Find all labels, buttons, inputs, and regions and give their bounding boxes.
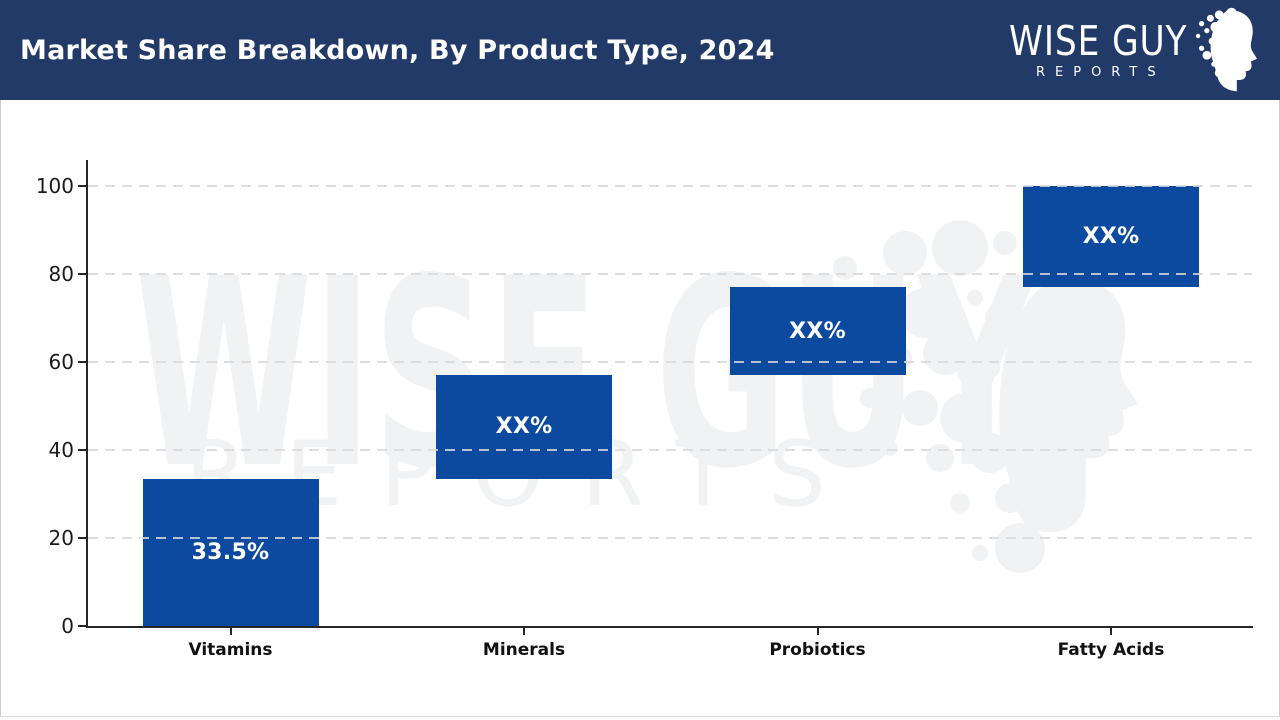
bar-value-label: 33.5% <box>191 539 270 565</box>
gridline-y100 <box>88 185 1252 187</box>
category-label: Probiotics <box>769 640 866 660</box>
category-label: Fatty Acids <box>1057 640 1165 660</box>
bar-fatty-acids: XX% <box>1023 186 1199 288</box>
logo-subtext: REPORTS <box>1035 65 1166 80</box>
y-tick-label: 60 <box>48 350 74 374</box>
y-tick-label: 100 <box>35 174 74 198</box>
logo-face-icon <box>1195 7 1258 92</box>
bar-value-label: XX% <box>495 414 553 440</box>
x-tick-mark <box>1110 627 1112 635</box>
wise-guy-logo: WISE GUY REPORTS <box>992 6 1266 94</box>
gridline-y40 <box>88 449 1252 451</box>
bar-value-label: XX% <box>1082 224 1140 250</box>
gridline-y60 <box>88 361 1252 363</box>
bar-minerals: XX% <box>436 375 612 479</box>
logo-wordmark: WISE GUY <box>1008 17 1188 65</box>
header: Market Share Breakdown, By Product Type,… <box>0 0 1280 100</box>
x-tick-mark <box>816 627 819 635</box>
y-tick-mark <box>78 273 87 275</box>
left-edge-rule <box>0 100 1 716</box>
y-tick-label: 80 <box>48 262 74 286</box>
y-tick-label: 0 <box>61 614 74 638</box>
x-tick-mark <box>229 627 232 635</box>
y-tick-mark <box>78 185 87 187</box>
y-axis <box>86 160 88 628</box>
logo-text: WISE GUY REPORTS <box>992 17 1204 80</box>
y-tick-mark <box>78 625 87 627</box>
page-title: Market Share Breakdown, By Product Type,… <box>20 34 775 66</box>
bar-probiotics: XX% <box>729 287 906 376</box>
x-axis <box>86 626 1253 628</box>
category-label: Minerals <box>482 640 566 660</box>
bottom-rule <box>0 716 1280 717</box>
y-tick-label: 40 <box>48 438 74 462</box>
y-tick-label: 20 <box>48 526 74 550</box>
y-tick-mark <box>78 449 87 451</box>
x-tick-mark <box>523 627 525 635</box>
y-tick-mark <box>78 361 87 363</box>
gridline-y20 <box>88 537 1252 539</box>
y-tick-mark <box>78 537 87 539</box>
bar-value-label: XX% <box>789 318 846 344</box>
bar-vitamins: 33.5% <box>142 478 319 626</box>
gridline-y80 <box>88 273 1252 275</box>
category-label: Vitamins <box>188 640 273 660</box>
